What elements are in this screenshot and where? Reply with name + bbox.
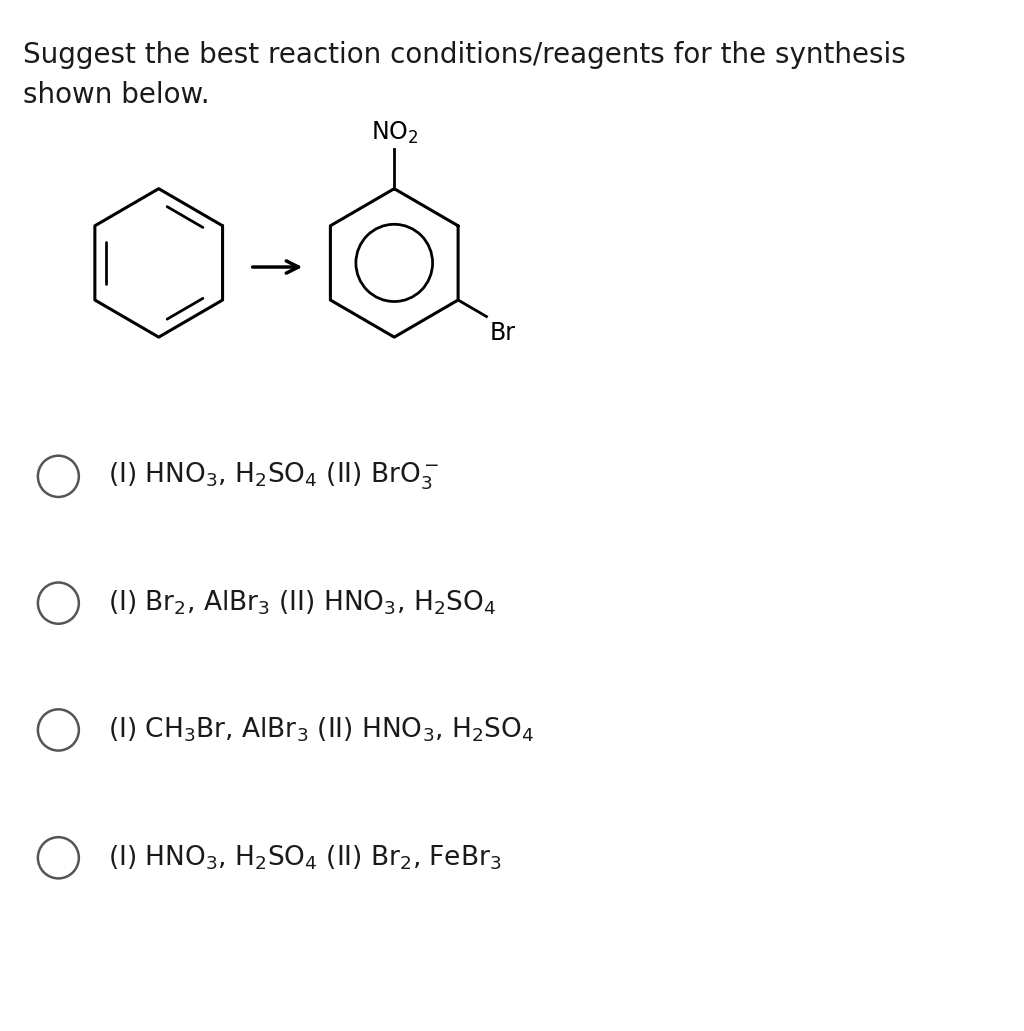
Text: shown below.: shown below. <box>23 81 209 109</box>
Text: (I) CH$_3$Br, AlBr$_3$ (II) HNO$_3$, H$_2$SO$_4$: (I) CH$_3$Br, AlBr$_3$ (II) HNO$_3$, H$_… <box>108 716 534 744</box>
Text: (I) HNO$_3$, H$_2$SO$_4$ (II) BrO$_3^-$: (I) HNO$_3$, H$_2$SO$_4$ (II) BrO$_3^-$ <box>108 461 439 492</box>
Text: (I) Br$_2$, AlBr$_3$ (II) HNO$_3$, H$_2$SO$_4$: (I) Br$_2$, AlBr$_3$ (II) HNO$_3$, H$_2$… <box>108 589 496 618</box>
Text: (I) HNO$_3$, H$_2$SO$_4$ (II) Br$_2$, FeBr$_3$: (I) HNO$_3$, H$_2$SO$_4$ (II) Br$_2$, Fe… <box>108 843 501 872</box>
Text: Suggest the best reaction conditions/reagents for the synthesis: Suggest the best reaction conditions/rea… <box>23 41 905 69</box>
Text: Br: Br <box>489 321 515 344</box>
Text: NO$_2$: NO$_2$ <box>371 121 418 146</box>
